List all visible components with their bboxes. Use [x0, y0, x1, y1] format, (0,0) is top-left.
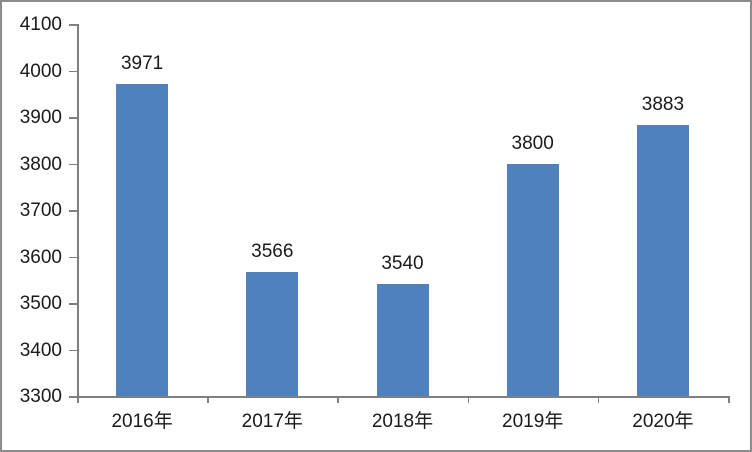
- y-tick-label: 3700: [19, 200, 62, 221]
- x-tick-mark: [597, 396, 600, 403]
- y-tick-mark: [69, 163, 77, 165]
- x-category-label: 2017年: [241, 411, 303, 432]
- y-axis-line: [77, 24, 79, 398]
- x-category-label: 2016年: [111, 411, 173, 432]
- x-category-label: 2018年: [371, 411, 434, 432]
- bar: [116, 83, 169, 396]
- y-tick-label: 3500: [19, 293, 62, 314]
- bar-value-label: 3971: [120, 52, 164, 74]
- y-tick-label: 4100: [19, 14, 62, 35]
- x-tick-mark: [467, 396, 470, 403]
- y-tick-label: 3900: [19, 107, 62, 128]
- bar-value-label: 3800: [511, 132, 554, 154]
- y-tick-mark: [69, 349, 77, 351]
- y-tick-label: 3800: [19, 153, 62, 175]
- x-tick-mark: [337, 396, 339, 403]
- x-tick-mark: [207, 396, 209, 403]
- bar-value-label: 3540: [381, 253, 424, 275]
- x-axis-line: [77, 396, 730, 398]
- bar: [636, 124, 689, 396]
- y-tick-label: 4000: [19, 60, 62, 82]
- x-category-label: 2020年: [632, 411, 694, 432]
- y-tick-mark: [69, 70, 77, 72]
- y-tick-mark: [69, 24, 77, 26]
- x-tick-mark: [77, 396, 79, 403]
- y-tick-mark: [69, 210, 77, 212]
- x-tick-mark: [728, 396, 730, 403]
- bar: [246, 272, 299, 396]
- bar: [376, 284, 429, 396]
- y-tick-mark: [69, 117, 77, 119]
- bar: [506, 163, 559, 396]
- x-category-label: 2019年: [502, 411, 564, 432]
- y-tick-label: 3600: [19, 246, 62, 268]
- y-tick-label: 3300: [19, 386, 62, 407]
- y-tick-mark: [69, 256, 77, 258]
- bar-value-label: 3566: [251, 241, 294, 263]
- y-tick-mark: [69, 396, 77, 398]
- y-tick-label: 3400: [19, 339, 62, 361]
- y-tick-mark: [69, 303, 77, 305]
- bar-value-label: 3883: [641, 93, 685, 115]
